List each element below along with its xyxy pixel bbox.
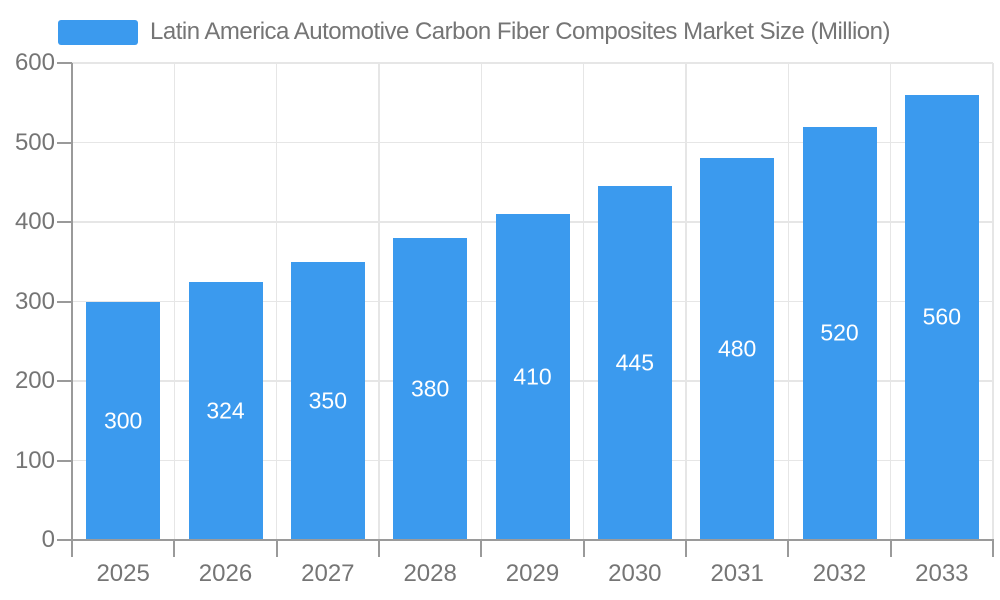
y-axis-label: 200 (14, 367, 55, 394)
y-axis-label: 500 (14, 128, 55, 156)
gridline-horizontal (72, 141, 993, 144)
x-axis-tick (173, 540, 176, 557)
x-axis-label: 2026 (198, 560, 253, 587)
bar-value-label: 480 (717, 335, 757, 362)
bar-2033[interactable] (904, 94, 979, 540)
bar-value-label: 410 (513, 363, 552, 390)
bar-value-label: 350 (308, 387, 348, 414)
bar-value-label: 560 (922, 303, 962, 330)
gridline-vertical (889, 63, 892, 540)
bar-2032[interactable] (802, 126, 877, 540)
x-axis-tick (787, 540, 790, 557)
legend-swatch[interactable] (58, 19, 138, 45)
x-axis-label: 2032 (812, 560, 867, 587)
gridline-vertical (275, 63, 278, 540)
x-axis-label: 2033 (915, 560, 969, 587)
y-axis-label: 0 (41, 526, 55, 553)
y-axis-tick (57, 221, 72, 223)
y-axis-tick (57, 459, 72, 462)
gridline-vertical (992, 63, 994, 540)
gridline-vertical (173, 63, 176, 540)
gridline-vertical (480, 63, 483, 540)
x-axis-tick (685, 540, 687, 557)
y-axis-line (71, 63, 73, 542)
bar-value-label: 445 (615, 349, 655, 376)
bar-value-label: 324 (206, 397, 245, 424)
x-axis-line (71, 539, 994, 541)
x-axis-tick (582, 540, 585, 557)
y-axis-tick (57, 141, 72, 144)
y-axis-tick (57, 539, 72, 541)
x-axis-tick (71, 540, 73, 557)
x-axis-label: 2031 (710, 560, 764, 587)
legend[interactable]: Latin America Automotive Carbon Fiber Co… (58, 18, 890, 46)
x-axis-label: 2027 (301, 560, 355, 587)
x-axis-tick (992, 540, 994, 557)
bar-value-label: 520 (820, 319, 859, 346)
y-axis-tick (57, 380, 72, 382)
x-axis-tick (378, 540, 380, 557)
bar-2027[interactable] (290, 261, 365, 540)
x-axis-tick (275, 540, 278, 557)
chart-title: Latin America Automotive Carbon Fiber Co… (150, 18, 890, 45)
y-axis-label: 100 (14, 446, 55, 474)
x-axis-label: 2029 (505, 560, 560, 587)
y-axis-label: 400 (14, 208, 55, 235)
gridline-vertical (787, 63, 790, 540)
x-axis-label: 2028 (403, 560, 457, 587)
x-axis-tick (480, 540, 483, 557)
bar-2029[interactable] (495, 214, 570, 540)
x-axis-tick (889, 540, 892, 557)
bar-2030[interactable] (597, 186, 672, 540)
bar-value-label: 380 (410, 375, 450, 402)
gridline-horizontal (72, 62, 993, 64)
x-axis-label: 2025 (96, 560, 150, 587)
x-axis-label: 2030 (608, 560, 662, 587)
y-axis-label: 300 (14, 287, 55, 315)
bar-value-label: 300 (103, 407, 143, 434)
gridline-vertical (378, 63, 380, 540)
y-axis-label: 600 (14, 49, 55, 76)
y-axis-tick (57, 300, 72, 303)
bar-2028[interactable] (393, 237, 468, 540)
bar-2025[interactable] (86, 301, 161, 540)
y-axis-tick (57, 62, 72, 64)
gridline-vertical (685, 63, 687, 540)
gridline-vertical (582, 63, 585, 540)
bar-2026[interactable] (188, 282, 263, 540)
bar-2031[interactable] (700, 158, 775, 540)
